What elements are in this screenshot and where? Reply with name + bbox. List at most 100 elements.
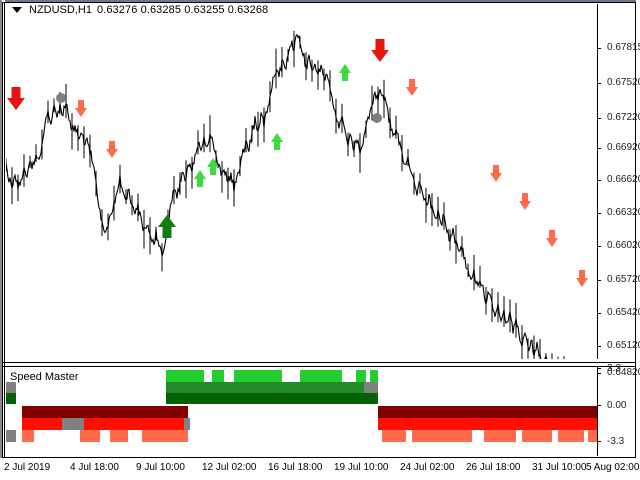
indicator-axis-label: 0.00 (607, 400, 627, 411)
indicator-bar-dark-green-left (6, 393, 16, 404)
indicator-bar-salmon (412, 430, 472, 442)
time-axis-label: 24 Jul 02:00 (400, 462, 455, 473)
signal-arrow-down-marker (371, 39, 389, 62)
indicator-axis-tick (597, 405, 601, 406)
signal-arrow-down-marker (546, 230, 558, 247)
price-axis-labels: 0.67815 0.67520 0.67220 0.66920 0.66620 0.663… (601, 18, 640, 378)
indicator-bar-mid-green (166, 382, 364, 393)
price-axis-tick (597, 313, 601, 314)
indicator-bar-dark-red (22, 406, 188, 418)
indicator-axis-line (597, 367, 598, 456)
time-axis-label: 12 Jul 02:00 (202, 462, 257, 473)
price-line (6, 33, 548, 359)
price-axis-label: 0.67520 (607, 77, 640, 88)
price-axis-label: 0.67220 (607, 112, 640, 123)
indicator-bar-bright-green-top (234, 370, 282, 382)
price-axis-tick (597, 180, 601, 181)
price-axis-line (597, 4, 598, 359)
price-axis-tick (597, 83, 601, 84)
indicator-bar-salmon (80, 430, 100, 442)
chart-left-border (4, 3, 5, 457)
price-axis-tick (597, 373, 601, 374)
price-axis-label: 0.66620 (607, 174, 640, 185)
time-axis-label: 2 Jul 2019 (4, 462, 51, 473)
indicator-bar-salmon (558, 430, 584, 442)
indicator-bar-bright-red (22, 418, 188, 430)
time-axis-label: 26 Jul 18:00 (466, 462, 521, 473)
indicator-axis-labels: 3.3 0.00 -3.3 (601, 363, 640, 459)
price-axis-tick (597, 280, 601, 281)
time-axis-label: 31 Jul 10:00 (532, 462, 587, 473)
indicator-axis-tick (597, 441, 601, 442)
indicator-axis-label: 3.3 (607, 363, 621, 374)
indicator-bar-dark-green (166, 393, 378, 404)
price-axis-tick (597, 118, 601, 119)
indicator-bar-salmon (522, 430, 552, 442)
indicator-bar-bright-green-top (300, 370, 342, 382)
signal-arrow-up-marker (271, 133, 283, 150)
signal-arrow-up-marker (207, 158, 219, 175)
indicator-axis-tick (597, 368, 601, 369)
time-axis-labels: 2 Jul 2019 4 Jul 18:00 9 Jul 10:00 12 Jul 0… (0, 460, 640, 478)
signal-arrow-up-marker (339, 64, 351, 81)
indicator-bar-salmon (588, 430, 597, 442)
window-left-rail (0, 0, 2, 458)
window-top-rail (5, 0, 636, 3)
signal-arrow-down-marker (576, 270, 588, 287)
price-axis-label: 0.66920 (607, 142, 640, 153)
price-axis-label: 0.64820 (607, 367, 640, 378)
price-axis-label: 0.65120 (607, 340, 640, 351)
price-axis-tick (597, 213, 601, 214)
indicator-bar-salmon (142, 430, 188, 442)
signal-arrow-down-marker (106, 141, 118, 158)
indicator-bar-bright-green-top (212, 370, 224, 382)
signal-arrow-down-marker (490, 165, 502, 182)
indicator-bar-gray-left-lower (6, 430, 16, 442)
price-chart-pane[interactable] (6, 18, 597, 359)
indicator-bar-gray-mid-green (364, 382, 378, 393)
indicator-name-label: Speed Master (10, 371, 79, 383)
indicator-bar-bright-green-top (356, 370, 366, 382)
time-axis-label: 16 Jul 18:00 (268, 462, 323, 473)
symbol-period-label: NZDUSD,H1 (29, 4, 92, 16)
price-line-series (6, 30, 588, 359)
indicator-bar-gray-bright-red (184, 418, 190, 430)
price-axis-tick (597, 346, 601, 347)
price-axis-label: 0.67815 (607, 42, 640, 53)
indicator-bar-bright-green-top (166, 370, 204, 382)
price-axis-label: 0.65420 (607, 307, 640, 318)
chevron-down-icon[interactable] (12, 7, 22, 13)
price-axis-label: 0.65720 (607, 274, 640, 285)
signal-dot-marker (56, 93, 66, 103)
price-axis-label: 0.66320 (607, 207, 640, 218)
price-axis-tick (597, 246, 601, 247)
ohlc-values: 0.63276 0.63285 0.63255 0.63268 (96, 4, 269, 16)
indicator-bar-salmon (22, 430, 34, 442)
time-axis-label: 9 Jul 10:00 (136, 462, 185, 473)
indicator-bar-salmon (110, 430, 128, 442)
indicator-axis-label: -3.3 (607, 436, 625, 447)
time-axis-label: 4 Jul 18:00 (70, 462, 119, 473)
signal-arrow-up-marker (158, 215, 176, 238)
time-axis-label: 19 Jul 10:00 (334, 462, 389, 473)
signal-dot-marker (372, 113, 382, 123)
indicator-bar-gray-bright-red (62, 418, 84, 430)
indicator-pane[interactable] (6, 368, 597, 456)
indicator-bar-gray-left-upper (6, 382, 16, 393)
indicator-bar-bright-green-top (370, 370, 378, 382)
indicator-bar-salmon (382, 430, 406, 442)
indicator-bar-dark-red (378, 406, 597, 418)
price-axis-tick (597, 148, 601, 149)
price-axis-tick (597, 48, 601, 49)
price-axis-label: 0.66020 (607, 240, 640, 251)
chart-title-bar: NZDUSD,H1 0.63276 0.63285 0.63255 0.6326… (12, 3, 268, 17)
indicator-bar-salmon (484, 430, 516, 442)
signal-arrow-down-marker (406, 79, 418, 96)
chart-bottom-border (3, 457, 635, 458)
time-axis-label: 5 Aug 02:00 (586, 462, 640, 473)
pane-separator-bottom (3, 366, 635, 367)
signal-arrow-down-marker (75, 100, 87, 117)
pane-separator-top (3, 362, 635, 363)
signal-arrow-down-marker (7, 87, 25, 110)
